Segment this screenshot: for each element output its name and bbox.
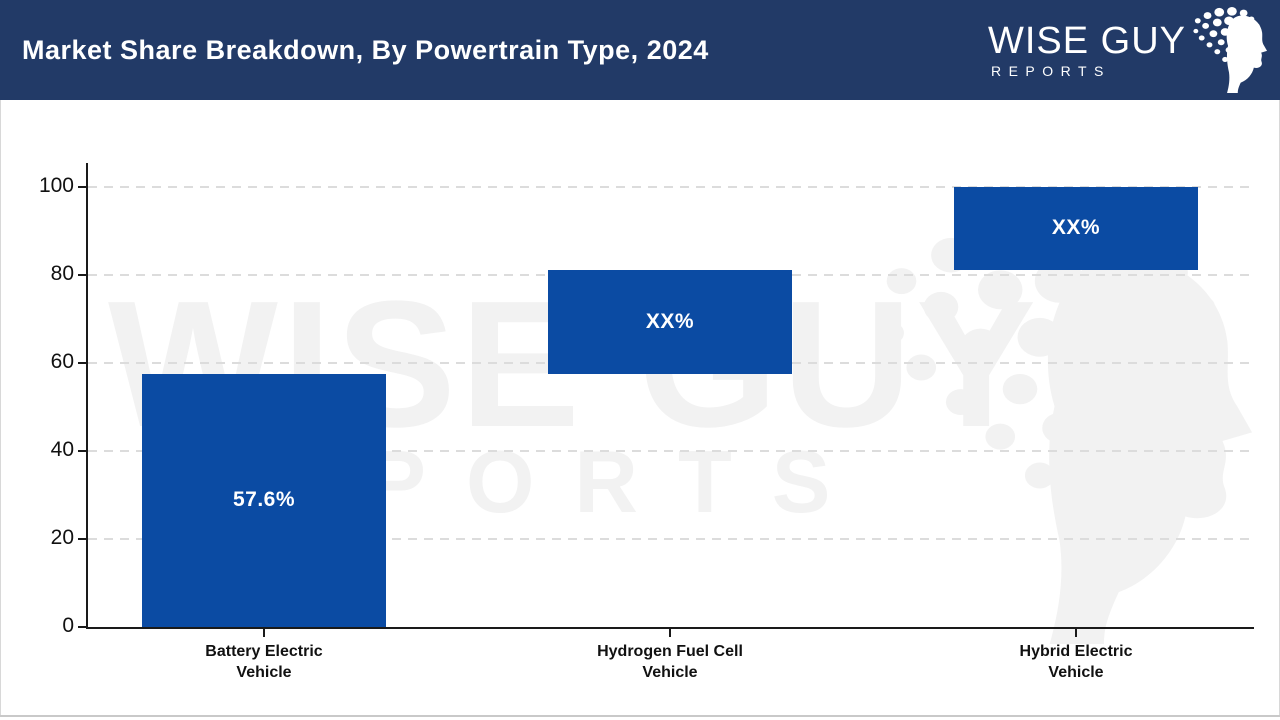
- frame-border-bottom: [0, 715, 1280, 717]
- gridline-y20: [88, 538, 1254, 540]
- bar-2: XX%: [548, 269, 792, 374]
- page-title: Market Share Breakdown, By Powertrain Ty…: [22, 34, 709, 65]
- x-axis-tick-mark: [1075, 629, 1077, 637]
- header-bar: Market Share Breakdown, By Powertrain Ty…: [0, 0, 1280, 100]
- bar-1: 57.6%: [142, 373, 386, 627]
- gridline-y100: [88, 186, 1254, 188]
- y-axis-line: [86, 163, 88, 629]
- category-label-3: Hybrid Electric Vehicle: [1019, 643, 1133, 681]
- y-axis-tick-label: 20: [50, 526, 74, 549]
- x-axis-tick-mark: [669, 629, 671, 637]
- wise-guy-logo: WISE GUY REPORTS: [988, 6, 1268, 94]
- y-axis-tick-mark: [78, 450, 86, 452]
- category-label-1: Battery Electric Vehicle: [205, 643, 323, 681]
- y-axis-tick-mark: [78, 362, 86, 364]
- y-axis-tick-label: 60: [50, 350, 74, 373]
- y-axis-tick-mark: [78, 538, 86, 540]
- x-axis-line: [86, 627, 1254, 629]
- logo-secondary-text: REPORTS: [990, 63, 1111, 79]
- x-axis-tick-mark: [263, 629, 265, 637]
- y-axis-tick-label: 80: [50, 262, 74, 285]
- bar-3: XX%: [954, 187, 1198, 270]
- bar-value-label: XX%: [1051, 216, 1101, 240]
- bar-value-label: XX%: [645, 309, 695, 333]
- y-axis-tick-label: 0: [62, 614, 74, 637]
- y-axis-tick-mark: [78, 186, 86, 188]
- logo-text: WISE GUY REPORTS: [988, 21, 1186, 79]
- waterfall-chart: 0 20 40 60 80 100 57.6% Battery Electric Vehicl…: [0, 100, 1280, 720]
- category-label-2: Hydrogen Fuel Cell Vehicle: [597, 643, 743, 681]
- frame-border-left: [0, 100, 1, 716]
- logo-primary-text: WISE GUY: [987, 20, 1186, 62]
- logo-face-icon: [1193, 7, 1268, 93]
- bar-value-label: 57.6%: [232, 488, 296, 512]
- y-axis-tick-label: 40: [50, 438, 74, 461]
- y-axis-tick-label: 100: [38, 174, 74, 197]
- gridline-y40: [88, 450, 1254, 452]
- y-axis-tick-mark: [78, 274, 86, 276]
- y-axis-tick-mark: [78, 626, 86, 628]
